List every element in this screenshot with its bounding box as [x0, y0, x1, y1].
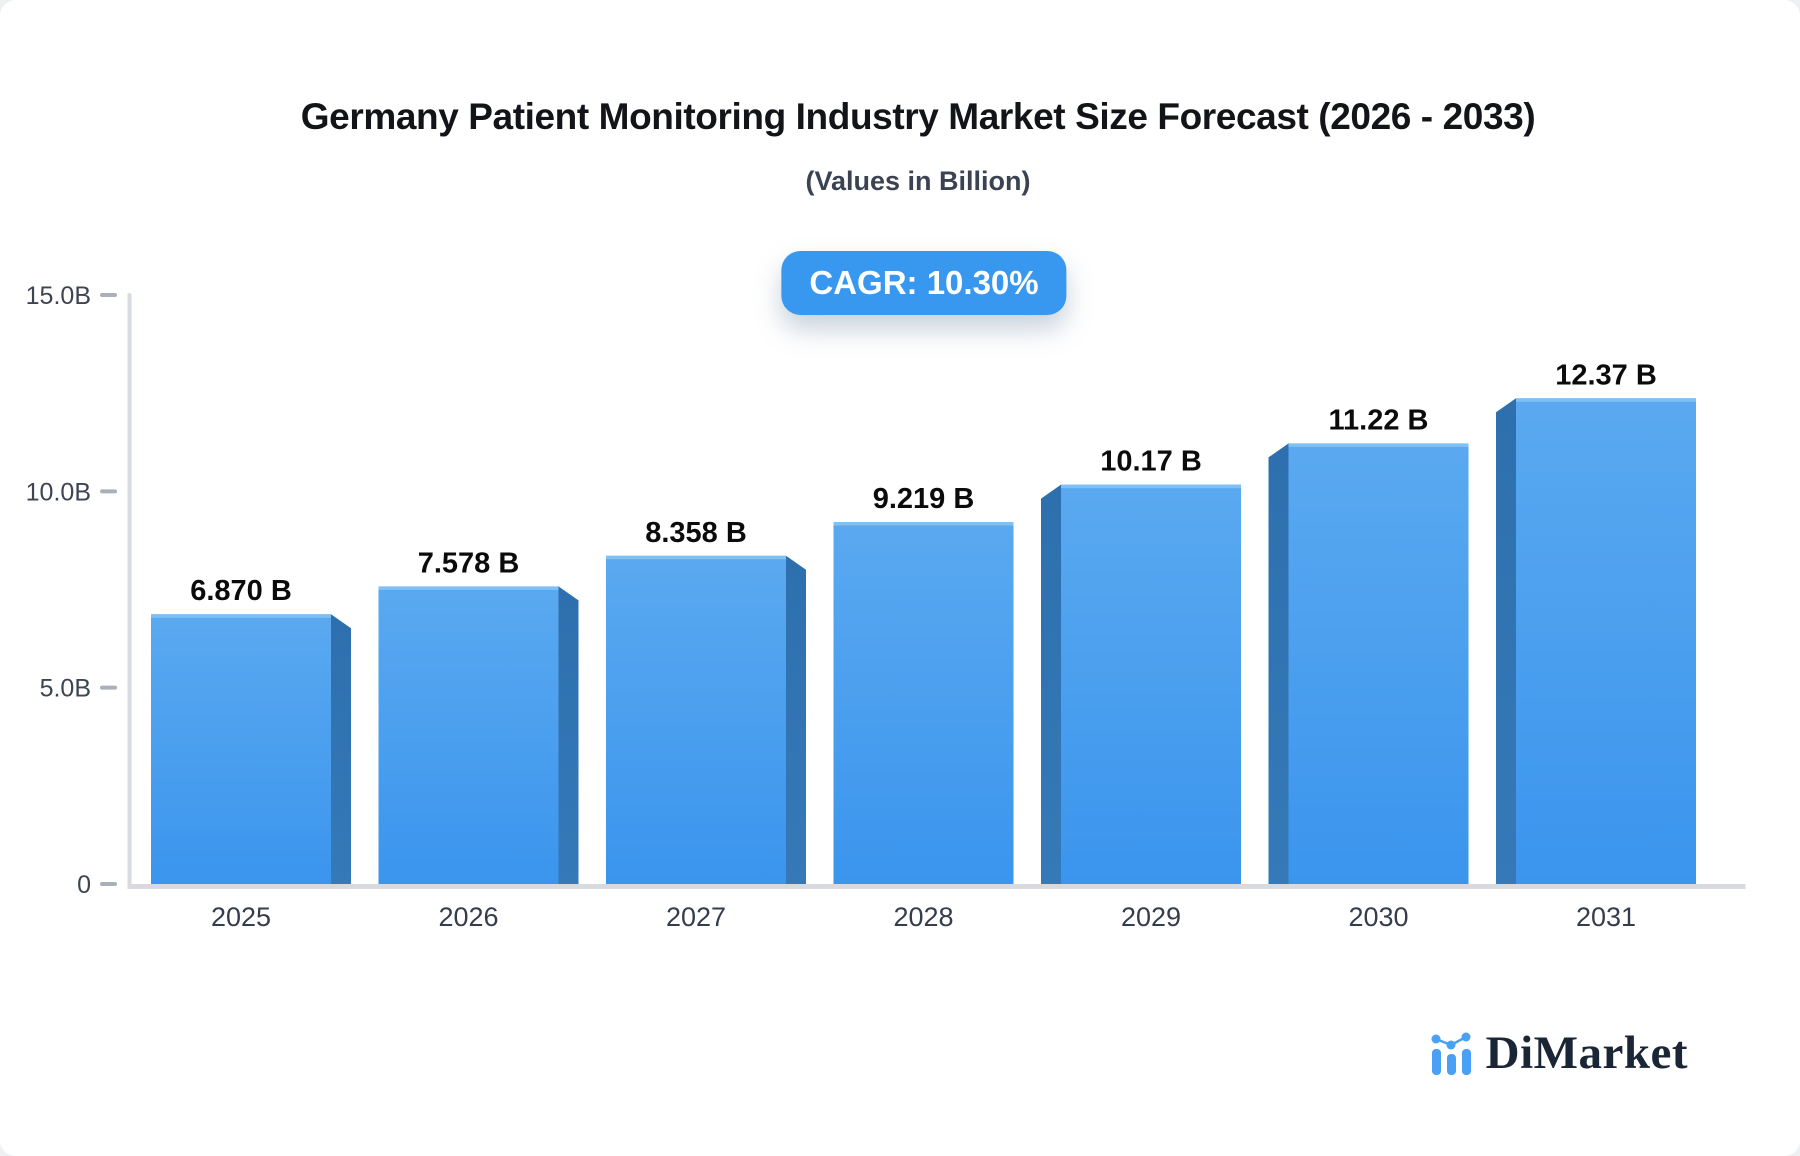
bar-2027	[606, 555, 786, 884]
bar-side-2031	[1496, 398, 1516, 884]
x-category-label-2031: 2031	[1576, 902, 1636, 932]
bar-value-label-2028: 9.219 B	[873, 483, 975, 515]
x-category-label-2028: 2028	[893, 902, 953, 932]
y-tick-label: 5.0B	[40, 675, 91, 703]
bar-top-edge-2030	[1288, 443, 1469, 447]
brand-name: DiMarket	[1485, 1027, 1688, 1079]
bar-top-edge-2031	[1516, 398, 1696, 402]
bar-2030	[1288, 443, 1469, 884]
y-tick-dash	[100, 685, 117, 690]
chart-subtitle: (Values in Billion)	[805, 166, 1031, 196]
bar-side-2026	[558, 586, 579, 884]
bar-value-label-2029: 10.17 B	[1100, 446, 1202, 478]
x-category-label-2025: 2025	[211, 902, 271, 932]
bar-value-label-2030: 11.22 B	[1329, 404, 1429, 436]
bar-value-label-2027: 8.358 B	[645, 517, 747, 549]
bar-side-2027	[786, 555, 806, 884]
x-category-label-2027: 2027	[666, 902, 726, 932]
cagr-badge: CAGR: 10.30%	[781, 251, 1067, 315]
brand-logo: DiMarket	[1430, 1030, 1688, 1077]
bar-value-label-2031: 12.37 B	[1555, 359, 1657, 391]
bar-top-edge-2026	[378, 586, 559, 590]
bar-value-label-2025: 6.870 B	[190, 575, 292, 607]
bar-2028	[833, 522, 1014, 884]
x-category-label-2026: 2026	[438, 902, 498, 932]
x-category-label-2030: 2030	[1348, 902, 1408, 932]
bar-top-edge-2027	[606, 555, 786, 560]
bar-2026	[378, 586, 559, 884]
bar-side-2030	[1268, 443, 1289, 884]
bar-top-edge-2025	[151, 614, 331, 618]
x-axis-line	[127, 884, 1746, 889]
bar-2031	[1516, 398, 1696, 884]
x-category-label-2029: 2029	[1121, 902, 1181, 932]
y-tick-dash	[100, 489, 117, 494]
bar-side-2029	[1041, 484, 1061, 884]
bar-2025	[151, 614, 331, 884]
bar-side-2025	[331, 614, 351, 884]
chart-title: Germany Patient Monitoring Industry Mark…	[300, 96, 1536, 137]
y-tick-label: 10.0B	[26, 478, 91, 506]
mini-bar-chart-icon	[1431, 1032, 1471, 1075]
y-tick-label: 0	[77, 871, 91, 899]
y-tick-dash	[100, 882, 117, 886]
y-tick-label: 15.0B	[26, 282, 91, 310]
y-axis-line	[127, 293, 132, 886]
bar-top-edge-2029	[1061, 484, 1241, 489]
bar-2029	[1061, 484, 1241, 884]
y-tick-dash	[100, 293, 117, 297]
bar-top-edge-2028	[833, 522, 1014, 526]
bar-value-label-2026: 7.578 B	[418, 547, 520, 579]
